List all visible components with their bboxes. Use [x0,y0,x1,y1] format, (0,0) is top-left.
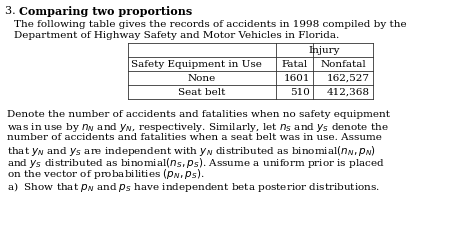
Text: a)  Show that $p_N$ and $p_S$ have independent beta posterior distributions.: a) Show that $p_N$ and $p_S$ have indepe… [7,179,379,193]
Text: Injury: Injury [308,46,340,55]
Text: The following table gives the records of accidents in 1998 compiled by the: The following table gives the records of… [14,20,406,29]
Text: 412,368: 412,368 [326,88,369,96]
Text: Department of Highway Safety and Motor Vehicles in Florida.: Department of Highway Safety and Motor V… [14,31,339,40]
Text: 1601: 1601 [283,74,309,83]
Text: was in use by $n_N$ and $y_N$, respectively. Similarly, let $n_S$ and $y_S$ deno: was in use by $n_N$ and $y_N$, respectiv… [7,121,388,134]
Text: 162,527: 162,527 [326,74,369,83]
Text: 510: 510 [290,88,309,96]
Text: Safety Equipment in Use: Safety Equipment in Use [131,60,261,69]
Text: 3.: 3. [5,6,19,16]
Text: that $y_N$ and $y_S$ are independent with $y_N$ distributed as binomial$(n_N, p_: that $y_N$ and $y_S$ are independent wit… [7,144,375,158]
Text: and $y_S$ distributed as binomial$(n_S, p_S)$. Assume a uniform prior is placed: and $y_S$ distributed as binomial$(n_S, … [7,156,384,169]
Text: Fatal: Fatal [281,60,307,69]
Text: Denote the number of accidents and fatalities when no safety equipment: Denote the number of accidents and fatal… [7,110,389,118]
Text: Nonfatal: Nonfatal [319,60,365,69]
Text: number of accidents and fatalities when a seat belt was in use. Assume: number of accidents and fatalities when … [7,132,381,141]
Text: Comparing two proportions: Comparing two proportions [19,6,192,17]
Text: Seat belt: Seat belt [178,88,225,96]
Text: None: None [188,74,216,83]
Text: on the vector of probabilities $(p_N, p_S)$.: on the vector of probabilities $(p_N, p_… [7,167,204,181]
